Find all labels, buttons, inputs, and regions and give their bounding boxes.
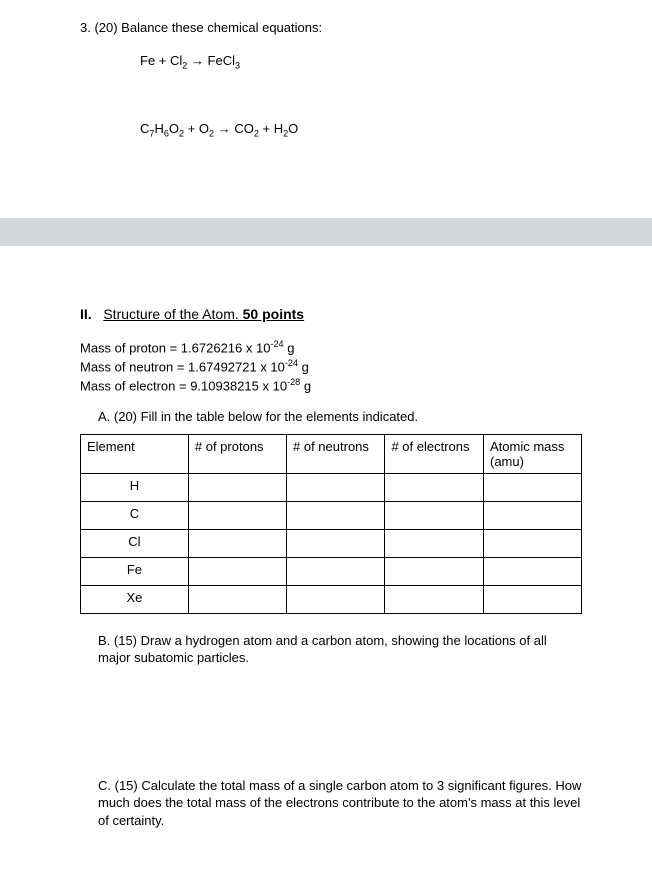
mass-proton-exp: -24: [270, 339, 283, 349]
eq2-t10: + H: [259, 121, 283, 136]
eq2-t2: H: [154, 121, 163, 136]
cell-protons: [188, 473, 286, 501]
cell-element: Fe: [81, 557, 189, 585]
eq1-text: Fe + Cl: [140, 53, 182, 68]
header-element: Element: [81, 434, 189, 473]
cell-electrons: [385, 585, 484, 613]
section-ii-points: 50 points: [239, 306, 304, 322]
section-ii-title: Structure of the Atom.: [103, 306, 238, 322]
cell-mass: [483, 529, 581, 557]
mass-electron-t2: g: [300, 378, 311, 393]
cell-element: Xe: [81, 585, 189, 613]
table-header-row: Element # of protons # of neutrons # of …: [81, 434, 582, 473]
eq1-text2: → FeCl: [187, 53, 235, 68]
section-ii-header: II. Structure of the Atom. 50 points: [80, 306, 582, 322]
table-row: Fe: [81, 557, 582, 585]
cell-element: C: [81, 501, 189, 529]
mass-electron-t0: Mass of electron = 9.10938215 x 10: [80, 378, 287, 393]
elements-table: Element # of protons # of neutrons # of …: [80, 434, 582, 614]
cell-neutrons: [287, 501, 385, 529]
cell-mass: [483, 501, 581, 529]
table-row: Cl: [81, 529, 582, 557]
mass-proton-t0: Mass of proton = 1.6726216 x 10: [80, 341, 270, 356]
cell-element: Cl: [81, 529, 189, 557]
equation-1: Fe + Cl2 → FeCl3: [140, 53, 582, 71]
cell-mass: [483, 557, 581, 585]
question-3-prompt: 3. (20) Balance these chemical equations…: [80, 20, 582, 35]
page-separator-band: [0, 218, 652, 246]
header-neutrons: # of neutrons: [287, 434, 385, 473]
table-row: Xe: [81, 585, 582, 613]
mass-constants: Mass of proton = 1.6726216 x 10-24 g Mas…: [80, 338, 582, 395]
mass-neutron-t2: g: [298, 359, 309, 374]
mass-proton-t2: g: [284, 341, 295, 356]
header-protons: # of protons: [188, 434, 286, 473]
mass-proton: Mass of proton = 1.6726216 x 10-24 g: [80, 338, 582, 357]
eq2-t8: → CO: [214, 121, 254, 136]
cell-neutrons: [287, 585, 385, 613]
mass-neutron: Mass of neutron = 1.67492721 x 10-24 g: [80, 357, 582, 376]
mass-neutron-t0: Mass of neutron = 1.67492721 x 10: [80, 359, 285, 374]
cell-electrons: [385, 473, 484, 501]
cell-protons: [188, 557, 286, 585]
cell-mass: [483, 585, 581, 613]
table-row: H: [81, 473, 582, 501]
section-ii-roman: II.: [80, 306, 92, 322]
cell-electrons: [385, 557, 484, 585]
eq2-t6: + O: [184, 121, 209, 136]
eq1-sub2: 3: [235, 61, 240, 71]
cell-neutrons: [287, 529, 385, 557]
cell-mass: [483, 473, 581, 501]
cell-protons: [188, 585, 286, 613]
eq2-t0: C: [140, 121, 149, 136]
header-electrons: # of electrons: [385, 434, 484, 473]
part-a-prompt: A. (20) Fill in the table below for the …: [98, 409, 582, 424]
part-c-prompt: C. (15) Calculate the total mass of a si…: [98, 777, 582, 830]
cell-electrons: [385, 501, 484, 529]
table-row: C: [81, 501, 582, 529]
mass-electron: Mass of electron = 9.10938215 x 10-28 g: [80, 376, 582, 395]
cell-neutrons: [287, 557, 385, 585]
part-b-prompt: B. (15) Draw a hydrogen atom and a carbo…: [98, 632, 582, 667]
mass-electron-exp: -28: [287, 377, 300, 387]
cell-element: H: [81, 473, 189, 501]
cell-protons: [188, 501, 286, 529]
eq2-t12: O: [288, 121, 298, 136]
cell-protons: [188, 529, 286, 557]
cell-electrons: [385, 529, 484, 557]
equation-2: C7H6O2 + O2 → CO2 + H2O: [140, 121, 582, 139]
header-atomic-mass: Atomic mass (amu): [483, 434, 581, 473]
eq2-t4: O: [169, 121, 179, 136]
cell-neutrons: [287, 473, 385, 501]
mass-neutron-exp: -24: [285, 358, 298, 368]
